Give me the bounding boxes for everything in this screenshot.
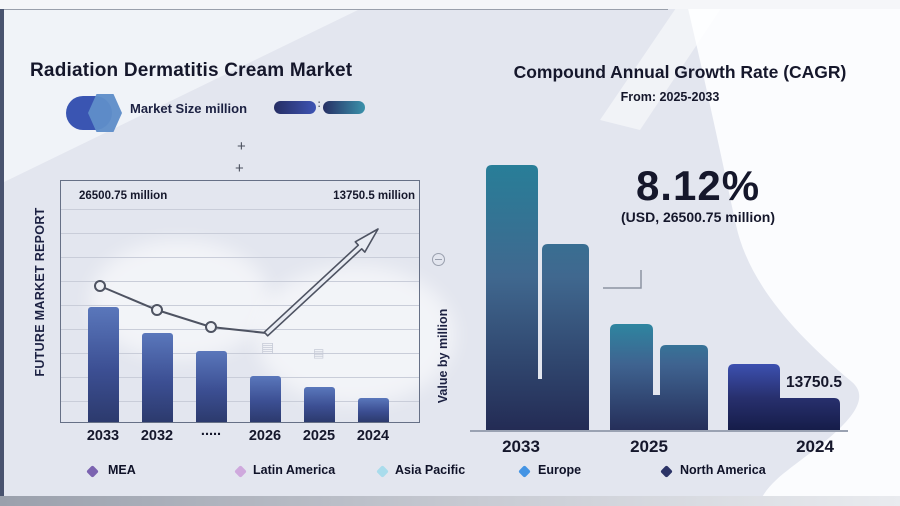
top-frame-line bbox=[0, 9, 668, 10]
market-size-icon bbox=[66, 94, 124, 132]
x-tick-2033: 2033 bbox=[86, 428, 120, 444]
right-panel-title: Compound Annual Growth Rate (CAGR) bbox=[513, 62, 847, 82]
right-bar-group-2025 bbox=[610, 324, 708, 431]
x-tick-2024: 2024 bbox=[356, 428, 390, 444]
left-chart-start-value: 26500.75 million bbox=[79, 190, 168, 202]
market-size-legend-label: Market Size million bbox=[130, 101, 248, 116]
bottom-frame-bar bbox=[0, 496, 900, 506]
x-tick-2026: 2026 bbox=[248, 428, 282, 444]
gridline bbox=[61, 257, 419, 258]
watermark-icon: ▤ bbox=[313, 346, 325, 360]
right-x-tick-2025: 2025 bbox=[630, 437, 668, 456]
cagr-caption: (USD, 26500.75 million) bbox=[620, 209, 776, 225]
cloud-shape bbox=[90, 240, 270, 360]
legend-label-mea: MEA bbox=[108, 463, 136, 477]
legend-label-north-america: North America bbox=[680, 463, 766, 477]
circle-minus-icon bbox=[432, 253, 445, 266]
gridline bbox=[61, 377, 419, 378]
x-tick-2032: 2032 bbox=[140, 428, 174, 444]
right-x-tick-2024: 2024 bbox=[796, 437, 834, 456]
pill-separator: : bbox=[317, 99, 321, 110]
right-x-tick-2033: 2033 bbox=[502, 437, 540, 456]
watermark-icon: ▤ bbox=[261, 339, 275, 355]
gridline bbox=[61, 209, 419, 210]
left-panel-title: Radiation Dermatitis Cream Market bbox=[30, 60, 353, 81]
gradient-pill-teal bbox=[323, 101, 365, 114]
bar-2025 bbox=[304, 387, 335, 422]
bar-2032 bbox=[142, 333, 173, 422]
legend-label-europe: Europe bbox=[538, 463, 582, 477]
right-bar-group-2033 bbox=[486, 165, 589, 431]
bar-middle bbox=[196, 351, 227, 422]
gridline bbox=[61, 353, 419, 354]
plus-icon: + bbox=[235, 160, 244, 177]
cloud-shape bbox=[255, 265, 455, 405]
left-chart-end-value: 13750.5 million bbox=[333, 190, 415, 202]
gridline bbox=[61, 233, 419, 234]
gridline bbox=[61, 281, 419, 282]
legend-label-asia-pacific: Asia Pacific bbox=[395, 463, 466, 477]
right-bar-group-2024 bbox=[728, 364, 840, 431]
bar-2024 bbox=[358, 398, 389, 422]
plus-icon: + bbox=[237, 138, 246, 155]
gridline bbox=[61, 401, 419, 402]
bar-2026 bbox=[250, 376, 281, 422]
x-tick-2025: 2025 bbox=[302, 428, 336, 444]
right-panel-subtitle: From: 2025-2033 bbox=[620, 90, 720, 104]
right-chart-value-label: 13750.5 bbox=[786, 374, 843, 391]
x-tick-dots: ..... bbox=[200, 423, 222, 439]
left-frame-bar bbox=[0, 9, 4, 497]
cagr-value: 8.12% bbox=[635, 162, 761, 209]
gradient-pill-dark bbox=[274, 101, 316, 114]
gridline bbox=[61, 305, 419, 306]
top-strip bbox=[0, 0, 900, 9]
legend-label-latin-america: Latin America bbox=[253, 463, 336, 477]
bar-2033 bbox=[88, 307, 119, 422]
